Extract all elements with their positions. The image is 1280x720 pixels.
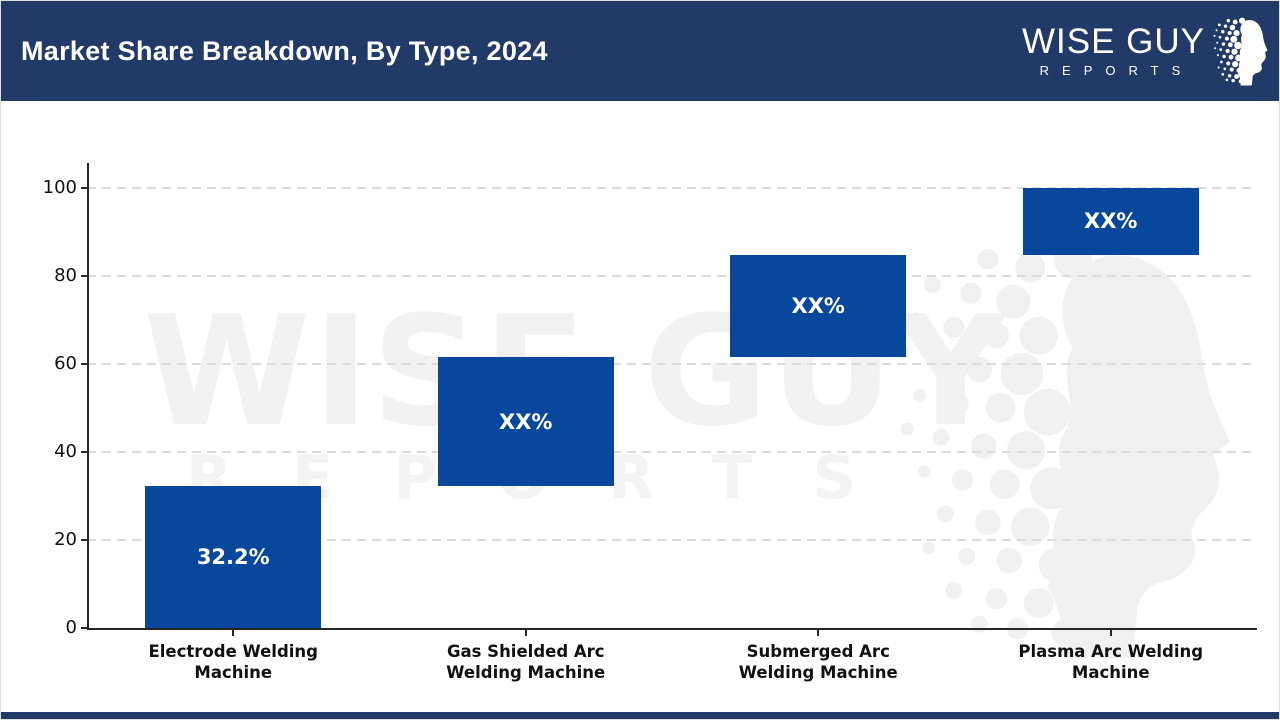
x-tick-mark bbox=[817, 630, 820, 636]
y-tick-mark bbox=[81, 451, 87, 453]
bar-value-label: XX% bbox=[499, 409, 553, 434]
brand-name: WISE GUY bbox=[1021, 21, 1205, 61]
y-tick-mark bbox=[81, 363, 87, 365]
x-tick-mark bbox=[1109, 630, 1112, 636]
bar-value-label: 32.2% bbox=[196, 545, 270, 570]
page-title: Market Share Breakdown, By Type, 2024 bbox=[21, 35, 548, 66]
y-tick-mark bbox=[81, 275, 87, 277]
brand-subtitle: REPORTS bbox=[1039, 63, 1194, 79]
y-tick-label: 40 bbox=[54, 441, 77, 462]
y-tick-mark bbox=[81, 627, 87, 629]
brand-logo-text: WISE GUY REPORTS bbox=[1021, 21, 1205, 79]
waterfall-chart: 0 20 40 60 80 100 32.2% Electrode Welding Machi… bbox=[1, 101, 1279, 714]
x-tick-mark bbox=[524, 630, 527, 636]
header-bar: Market Share Breakdown, By Type, 2024 WI… bbox=[1, 1, 1279, 101]
y-tick-mark bbox=[81, 187, 87, 189]
grid-line bbox=[87, 539, 1257, 541]
x-category-label: Plasma Arc Welding Machine bbox=[1018, 642, 1204, 683]
y-tick-mark bbox=[81, 539, 87, 541]
footer-bar bbox=[1, 712, 1279, 719]
bar: 32.2% bbox=[145, 486, 322, 628]
grid-line bbox=[87, 451, 1257, 453]
bar: XX% bbox=[1022, 188, 1199, 255]
brand-logo: WISE GUY REPORTS bbox=[1022, 7, 1271, 95]
y-axis-line bbox=[87, 163, 89, 630]
y-tick-label: 60 bbox=[54, 353, 77, 374]
x-axis-line bbox=[87, 628, 1257, 630]
grid-line bbox=[87, 275, 1257, 277]
dotted-head-profile-icon bbox=[1209, 9, 1271, 93]
y-tick-label: 80 bbox=[54, 265, 77, 286]
x-tick-mark bbox=[232, 630, 235, 636]
bar-value-label: XX% bbox=[791, 293, 845, 318]
y-tick-label: 0 bbox=[65, 617, 77, 638]
bar: XX% bbox=[730, 254, 907, 357]
grid-line bbox=[87, 187, 1257, 189]
bar: XX% bbox=[437, 356, 614, 487]
x-category-label: Gas Shielded Arc Welding Machine bbox=[446, 642, 606, 683]
watermark-head-icon bbox=[869, 233, 1251, 659]
x-category-label: Electrode Welding Machine bbox=[148, 642, 319, 683]
grid-line bbox=[87, 363, 1257, 365]
y-tick-label: 20 bbox=[54, 529, 77, 550]
bar-value-label: XX% bbox=[1084, 209, 1138, 234]
y-tick-label: 100 bbox=[42, 177, 77, 198]
x-category-label: Submerged Arc Welding Machine bbox=[738, 642, 898, 683]
